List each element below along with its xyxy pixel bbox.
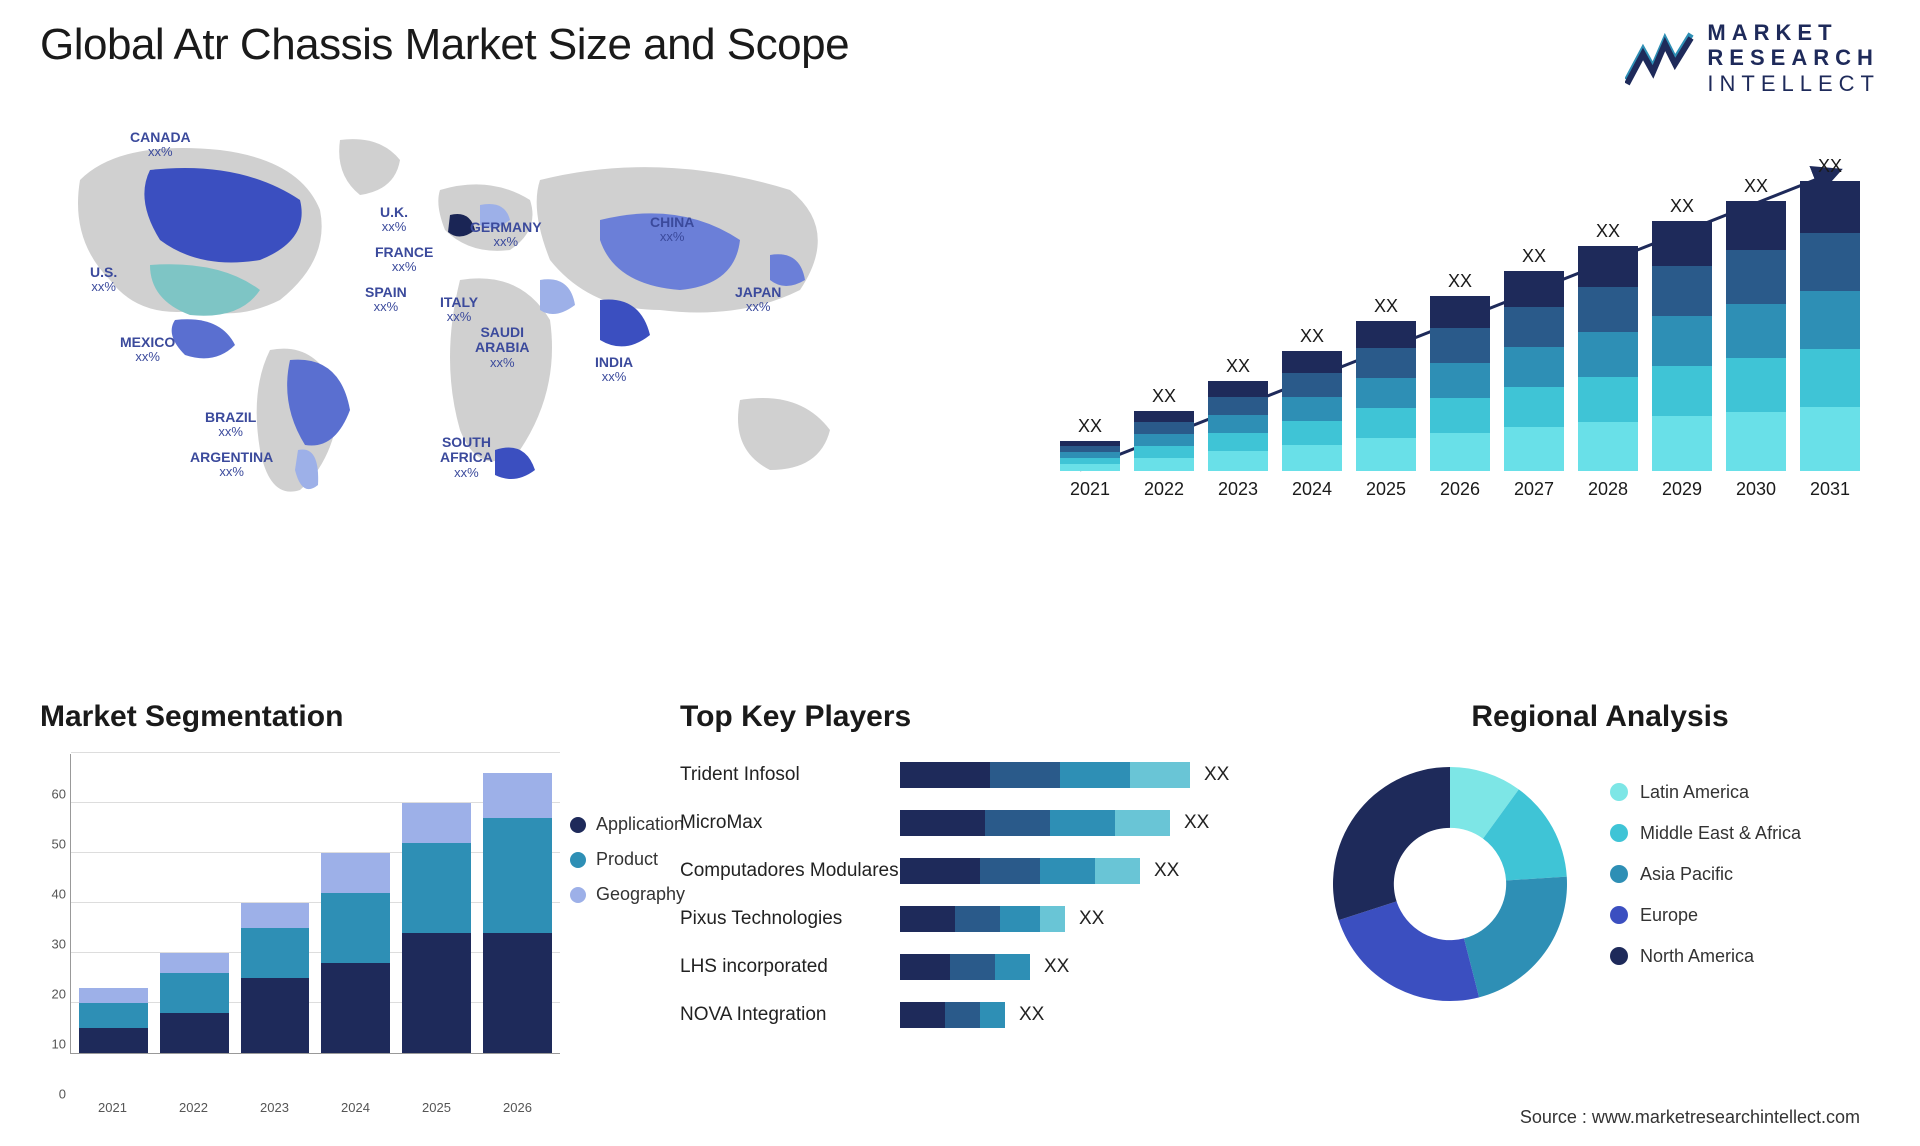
map-label-japan: JAPANxx% (735, 285, 781, 315)
player-row: NOVA IntegrationXX (680, 999, 1300, 1031)
donut-slice-europe (1339, 901, 1479, 1001)
seg-bar-2026 (483, 773, 552, 1053)
donut-chart (1320, 754, 1580, 1014)
donut-slice-asia-pacific (1464, 877, 1567, 998)
key-players-section: Top Key Players Trident InfosolXX MicroMa… (680, 700, 1300, 1047)
regional-legend: Latin America Middle East & Africa Asia Pa… (1610, 782, 1801, 987)
regional-legend-item: Europe (1610, 905, 1801, 926)
player-row: Computadores ModularesXX (680, 855, 1300, 887)
segmentation-chart: 0102030405060 ApplicationProductGeograph… (40, 754, 560, 1094)
growth-bar-2027: XX2027 (1504, 246, 1564, 500)
map-label-india: INDIAxx% (595, 355, 633, 385)
map-label-south-africa: SOUTHAFRICAxx% (440, 435, 493, 480)
regional-legend-item: North America (1610, 946, 1801, 967)
seg-bar-2021 (79, 988, 148, 1053)
growth-bar-2025: XX2025 (1356, 296, 1416, 500)
growth-bar-2022: XX2022 (1134, 386, 1194, 500)
growth-bar-2031: XX2031 (1800, 156, 1860, 500)
player-row: LHS incorporatedXX (680, 951, 1300, 983)
player-row: Pixus TechnologiesXX (680, 903, 1300, 935)
growth-bar-2021: XX2021 (1060, 416, 1120, 500)
growth-bar-2024: XX2024 (1282, 326, 1342, 500)
seg-bar-2023 (241, 903, 310, 1053)
regional-legend-item: Latin America (1610, 782, 1801, 803)
regional-title: Regional Analysis (1320, 700, 1880, 734)
map-label-mexico: MEXICOxx% (120, 335, 175, 365)
growth-bar-2030: XX2030 (1726, 176, 1786, 500)
map-label-u-k-: U.K.xx% (380, 205, 408, 235)
map-label-italy: ITALYxx% (440, 295, 478, 325)
regional-legend-item: Middle East & Africa (1610, 823, 1801, 844)
logo-text: MARKET RESEARCH INTELLECT (1707, 20, 1880, 96)
page-title: Global Atr Chassis Market Size and Scope (40, 20, 849, 70)
world-map: CANADAxx% U.S.xx% MEXICOxx% BRAZILxx% ARGENT… (40, 120, 940, 520)
key-players-title: Top Key Players (680, 700, 1300, 734)
key-players-list: Trident InfosolXX MicroMaxXX Computadores … (680, 759, 1300, 1031)
map-label-germany: GERMANYxx% (470, 220, 542, 250)
map-label-canada: CANADAxx% (130, 130, 191, 160)
map-label-u-s-: U.S.xx% (90, 265, 117, 295)
logo-icon (1625, 30, 1695, 86)
seg-bar-2025 (402, 803, 471, 1053)
segmentation-section: Market Segmentation 0102030405060 Applic… (40, 700, 560, 1115)
donut-slice-north-america (1333, 767, 1450, 920)
map-label-saudi-arabia: SAUDIARABIAxx% (475, 325, 529, 370)
seg-bar-2024 (321, 853, 390, 1053)
player-row: MicroMaxXX (680, 807, 1300, 839)
segmentation-title: Market Segmentation (40, 700, 560, 734)
map-label-china: CHINAxx% (650, 215, 694, 245)
map-label-brazil: BRAZILxx% (205, 410, 256, 440)
header: Global Atr Chassis Market Size and Scope… (40, 20, 1880, 96)
growth-bar-2029: XX2029 (1652, 196, 1712, 500)
growth-bar-2028: XX2028 (1578, 221, 1638, 500)
growth-bar-2023: XX2023 (1208, 356, 1268, 500)
regional-section: Regional Analysis Latin America Middle Ea… (1320, 700, 1880, 1014)
map-label-argentina: ARGENTINAxx% (190, 450, 273, 480)
growth-bar-2026: XX2026 (1430, 271, 1490, 500)
regional-legend-item: Asia Pacific (1610, 864, 1801, 885)
seg-bar-2022 (160, 953, 229, 1053)
logo: MARKET RESEARCH INTELLECT (1625, 20, 1880, 96)
source-attribution: Source : www.marketresearchintellect.com (1520, 1107, 1860, 1128)
regional-chart: Latin America Middle East & Africa Asia Pa… (1320, 754, 1880, 1014)
player-row: Trident InfosolXX (680, 759, 1300, 791)
growth-bar-chart: XX2021XX2022XX2023XX2024XX2025XX2026XX20… (1060, 150, 1860, 530)
map-label-spain: SPAINxx% (365, 285, 407, 315)
map-label-france: FRANCExx% (375, 245, 433, 275)
